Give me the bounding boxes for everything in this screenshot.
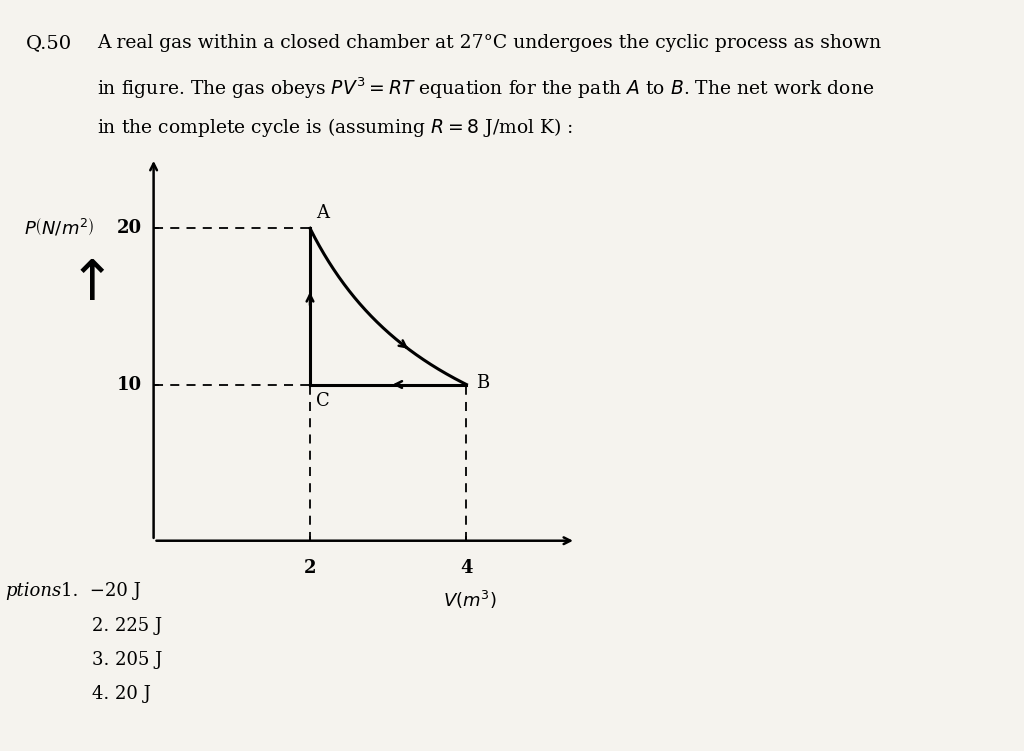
Text: in figure. The gas obeys $PV^{3}=RT$ equation for the path $A$ to $B$. The net w: in figure. The gas obeys $PV^{3}=RT$ equ… — [97, 75, 874, 101]
Text: C: C — [316, 392, 330, 410]
Text: 2: 2 — [304, 559, 316, 578]
Text: 20: 20 — [117, 219, 142, 237]
Text: 10: 10 — [117, 376, 142, 394]
Text: ↑: ↑ — [69, 258, 116, 312]
Text: A: A — [316, 204, 330, 222]
Text: 4. 20 J: 4. 20 J — [92, 685, 151, 703]
Text: 4: 4 — [460, 559, 473, 578]
Text: 1.  −20 J: 1. −20 J — [61, 582, 141, 600]
Text: ptions: ptions — [5, 582, 61, 600]
Text: $P\left(N/m^2\right)$: $P\left(N/m^2\right)$ — [25, 218, 95, 239]
Text: $V\left(m^3\right)$: $V\left(m^3\right)$ — [443, 589, 497, 611]
Text: B: B — [476, 374, 489, 392]
Text: Q.50: Q.50 — [26, 34, 72, 52]
Text: A real gas within a closed chamber at 27°C undergoes the cyclic process as shown: A real gas within a closed chamber at 27… — [97, 34, 882, 52]
Text: 2. 225 J: 2. 225 J — [92, 617, 162, 635]
Text: 3. 205 J: 3. 205 J — [92, 651, 163, 669]
Text: in the complete cycle is (assuming $R = 8$ J/mol K) :: in the complete cycle is (assuming $R = … — [97, 116, 573, 140]
